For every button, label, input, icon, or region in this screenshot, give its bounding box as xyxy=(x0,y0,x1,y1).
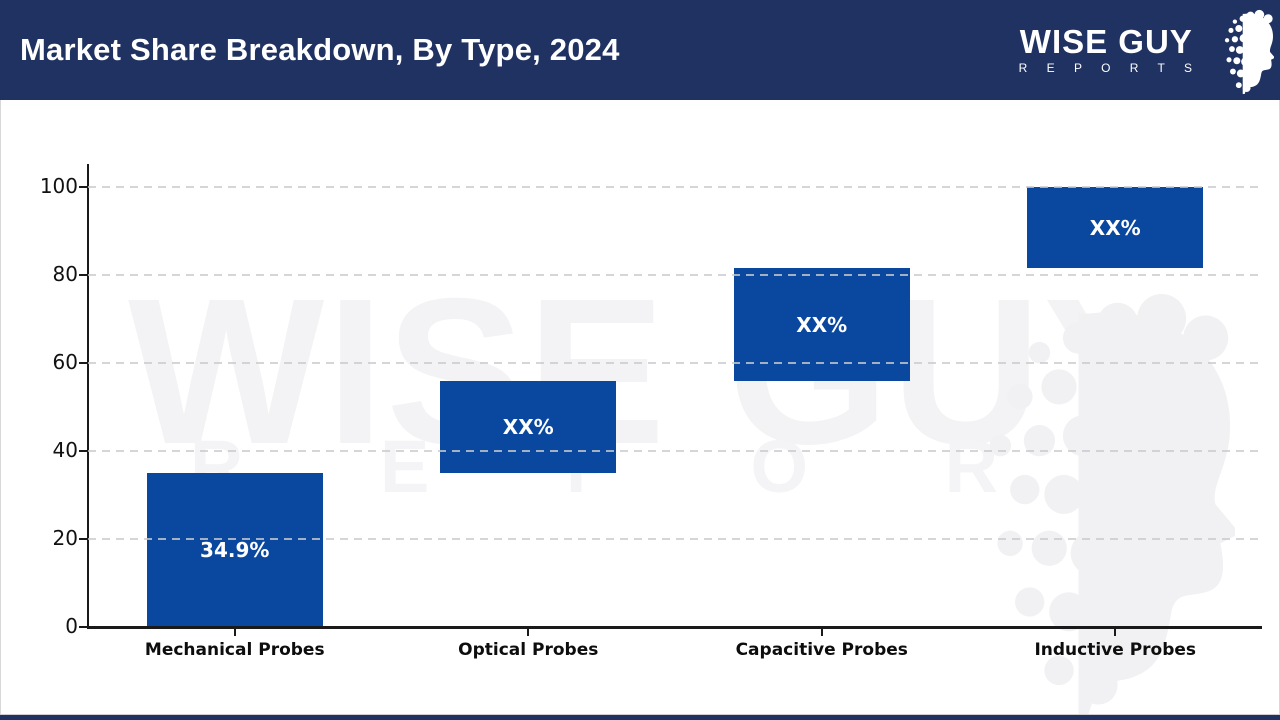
x-tick-label: Capacitive Probes xyxy=(735,640,908,660)
y-tick-label: 0 xyxy=(65,614,78,638)
x-tick-label: Optical Probes xyxy=(458,640,599,660)
header-bar: Market Share Breakdown, By Type, 2024 WI… xyxy=(0,0,1280,100)
bar-value-label: XX% xyxy=(1089,215,1141,240)
bar-segment: XX% xyxy=(1027,187,1204,269)
footer-bar xyxy=(0,714,1280,720)
y-tick-label: 60 xyxy=(52,350,78,374)
brand-subname: R E P O R T S xyxy=(1018,61,1200,75)
y-tick-mark xyxy=(79,186,87,188)
y-tick-mark xyxy=(79,274,87,276)
gridline xyxy=(88,186,1262,188)
gridline xyxy=(88,274,1262,276)
brand-logo: WISE GUY R E P O R T S xyxy=(1013,6,1274,94)
y-axis-line xyxy=(87,164,89,627)
y-tick-mark xyxy=(79,626,87,628)
watermark-head-icon xyxy=(989,294,1235,715)
brand-head-icon xyxy=(1224,9,1274,94)
chart-area: WISE GUY R E P O R T S 02040608010034.9%… xyxy=(0,100,1280,715)
x-tick-label: Inductive Probes xyxy=(1034,640,1197,660)
x-tick-mark xyxy=(233,629,236,636)
y-tick-label: 80 xyxy=(52,262,78,286)
y-tick-label: 100 xyxy=(39,174,78,198)
y-tick-label: 40 xyxy=(52,438,78,462)
gridline xyxy=(88,538,1262,540)
x-axis-line xyxy=(87,626,1262,629)
gridline xyxy=(88,362,1262,364)
bar-value-label: 34.9% xyxy=(200,538,270,563)
bar-segment: XX% xyxy=(440,381,617,474)
y-tick-mark xyxy=(79,362,87,364)
gridline xyxy=(88,450,1262,452)
page-title: Market Share Breakdown, By Type, 2024 xyxy=(20,32,620,67)
bar-value-label: XX% xyxy=(502,415,554,440)
y-tick-label: 20 xyxy=(52,526,78,550)
x-tick-mark xyxy=(820,629,823,636)
x-tick-mark xyxy=(527,629,530,636)
bar-segment: XX% xyxy=(733,268,910,382)
x-tick-mark xyxy=(1114,629,1117,636)
brand-name: WISE GUY xyxy=(1019,23,1193,60)
brand-logo-text: WISE GUY R E P O R T S xyxy=(1013,25,1200,75)
bar-segment: 34.9% xyxy=(146,473,323,627)
y-tick-mark xyxy=(79,450,87,452)
bar-value-label: XX% xyxy=(796,312,848,337)
x-tick-label: Mechanical Probes xyxy=(144,640,325,660)
y-tick-mark xyxy=(79,538,87,540)
